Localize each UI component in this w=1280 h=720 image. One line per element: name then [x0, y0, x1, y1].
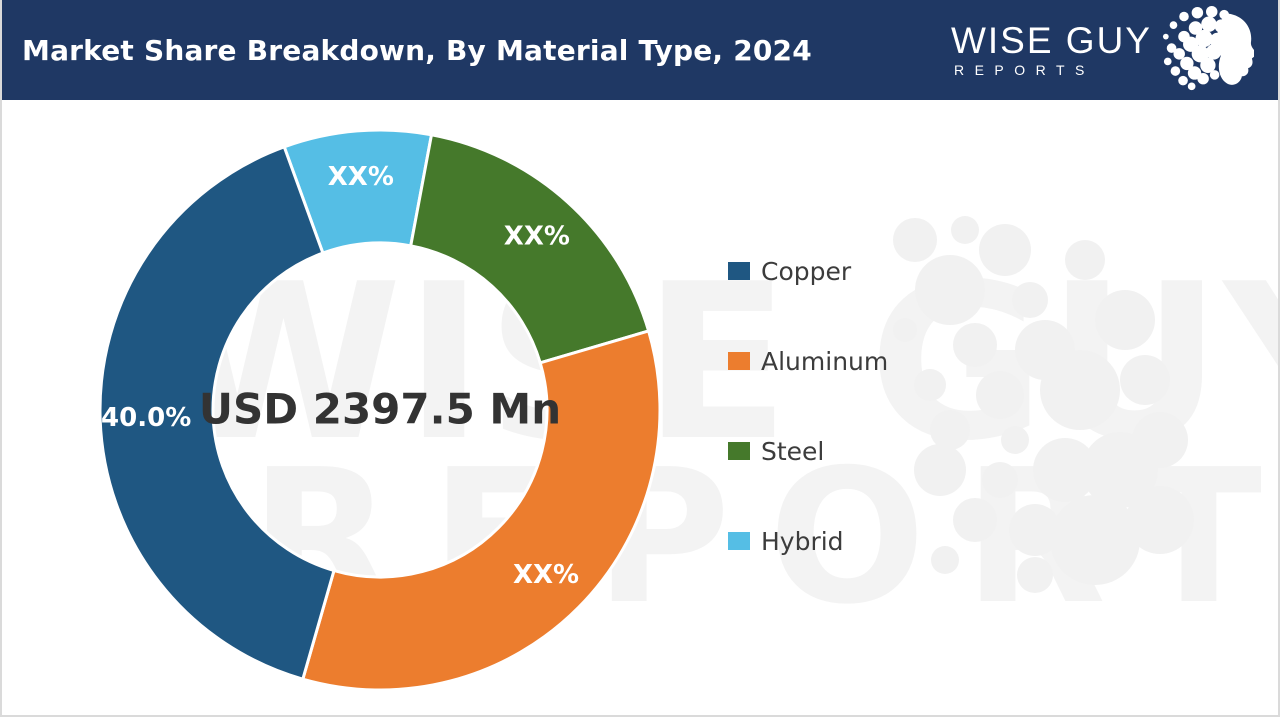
legend-swatch-copper [728, 262, 750, 280]
legend-item-copper: Copper [728, 226, 888, 316]
legend-label-aluminum: Aluminum [761, 346, 889, 376]
wiseguy-logo-line2: REPORTS [953, 62, 1095, 78]
page-title: Market Share Breakdown, By Material Type… [22, 33, 812, 67]
wiseguy-logo: WISE GUY REPORTS [951, 6, 1254, 94]
donut-segment-copper [98, 144, 336, 682]
wiseguy-logo-text: WISE GUY REPORTS [951, 22, 1152, 78]
slice-label-steel: XX% [504, 221, 570, 251]
chart-center-value: USD 2397.5 Mn [198, 384, 562, 434]
wiseguy-logo-line1: WISE GUY [950, 20, 1152, 61]
legend-label-copper: Copper [761, 256, 852, 286]
legend-label-hybrid: Hybrid [761, 526, 844, 556]
donut-chart: XX% XX% XX% 40.0% [98, 128, 662, 692]
legend-item-steel: Steel [728, 406, 888, 496]
legend-swatch-hybrid [728, 532, 750, 550]
wiseguy-logo-face-icon [1162, 6, 1254, 91]
legend-item-hybrid: Hybrid [728, 496, 888, 586]
header-bar: Market Share Breakdown, By Material Type… [0, 0, 1280, 100]
donut-segment-aluminum [300, 329, 662, 692]
slice-label-copper: 40.0% [101, 403, 191, 433]
legend-label-steel: Steel [761, 436, 825, 466]
chart-legend: Copper Aluminum Steel Hybrid [728, 226, 888, 586]
donut-segment-steel [408, 133, 651, 365]
legend-swatch-aluminum [728, 352, 750, 370]
legend-item-aluminum: Aluminum [728, 316, 888, 406]
slice-label-aluminum: XX% [513, 560, 579, 590]
slice-label-hybrid: XX% [328, 162, 394, 192]
watermark-face-dots [893, 216, 1194, 593]
legend-swatch-steel [728, 442, 750, 460]
